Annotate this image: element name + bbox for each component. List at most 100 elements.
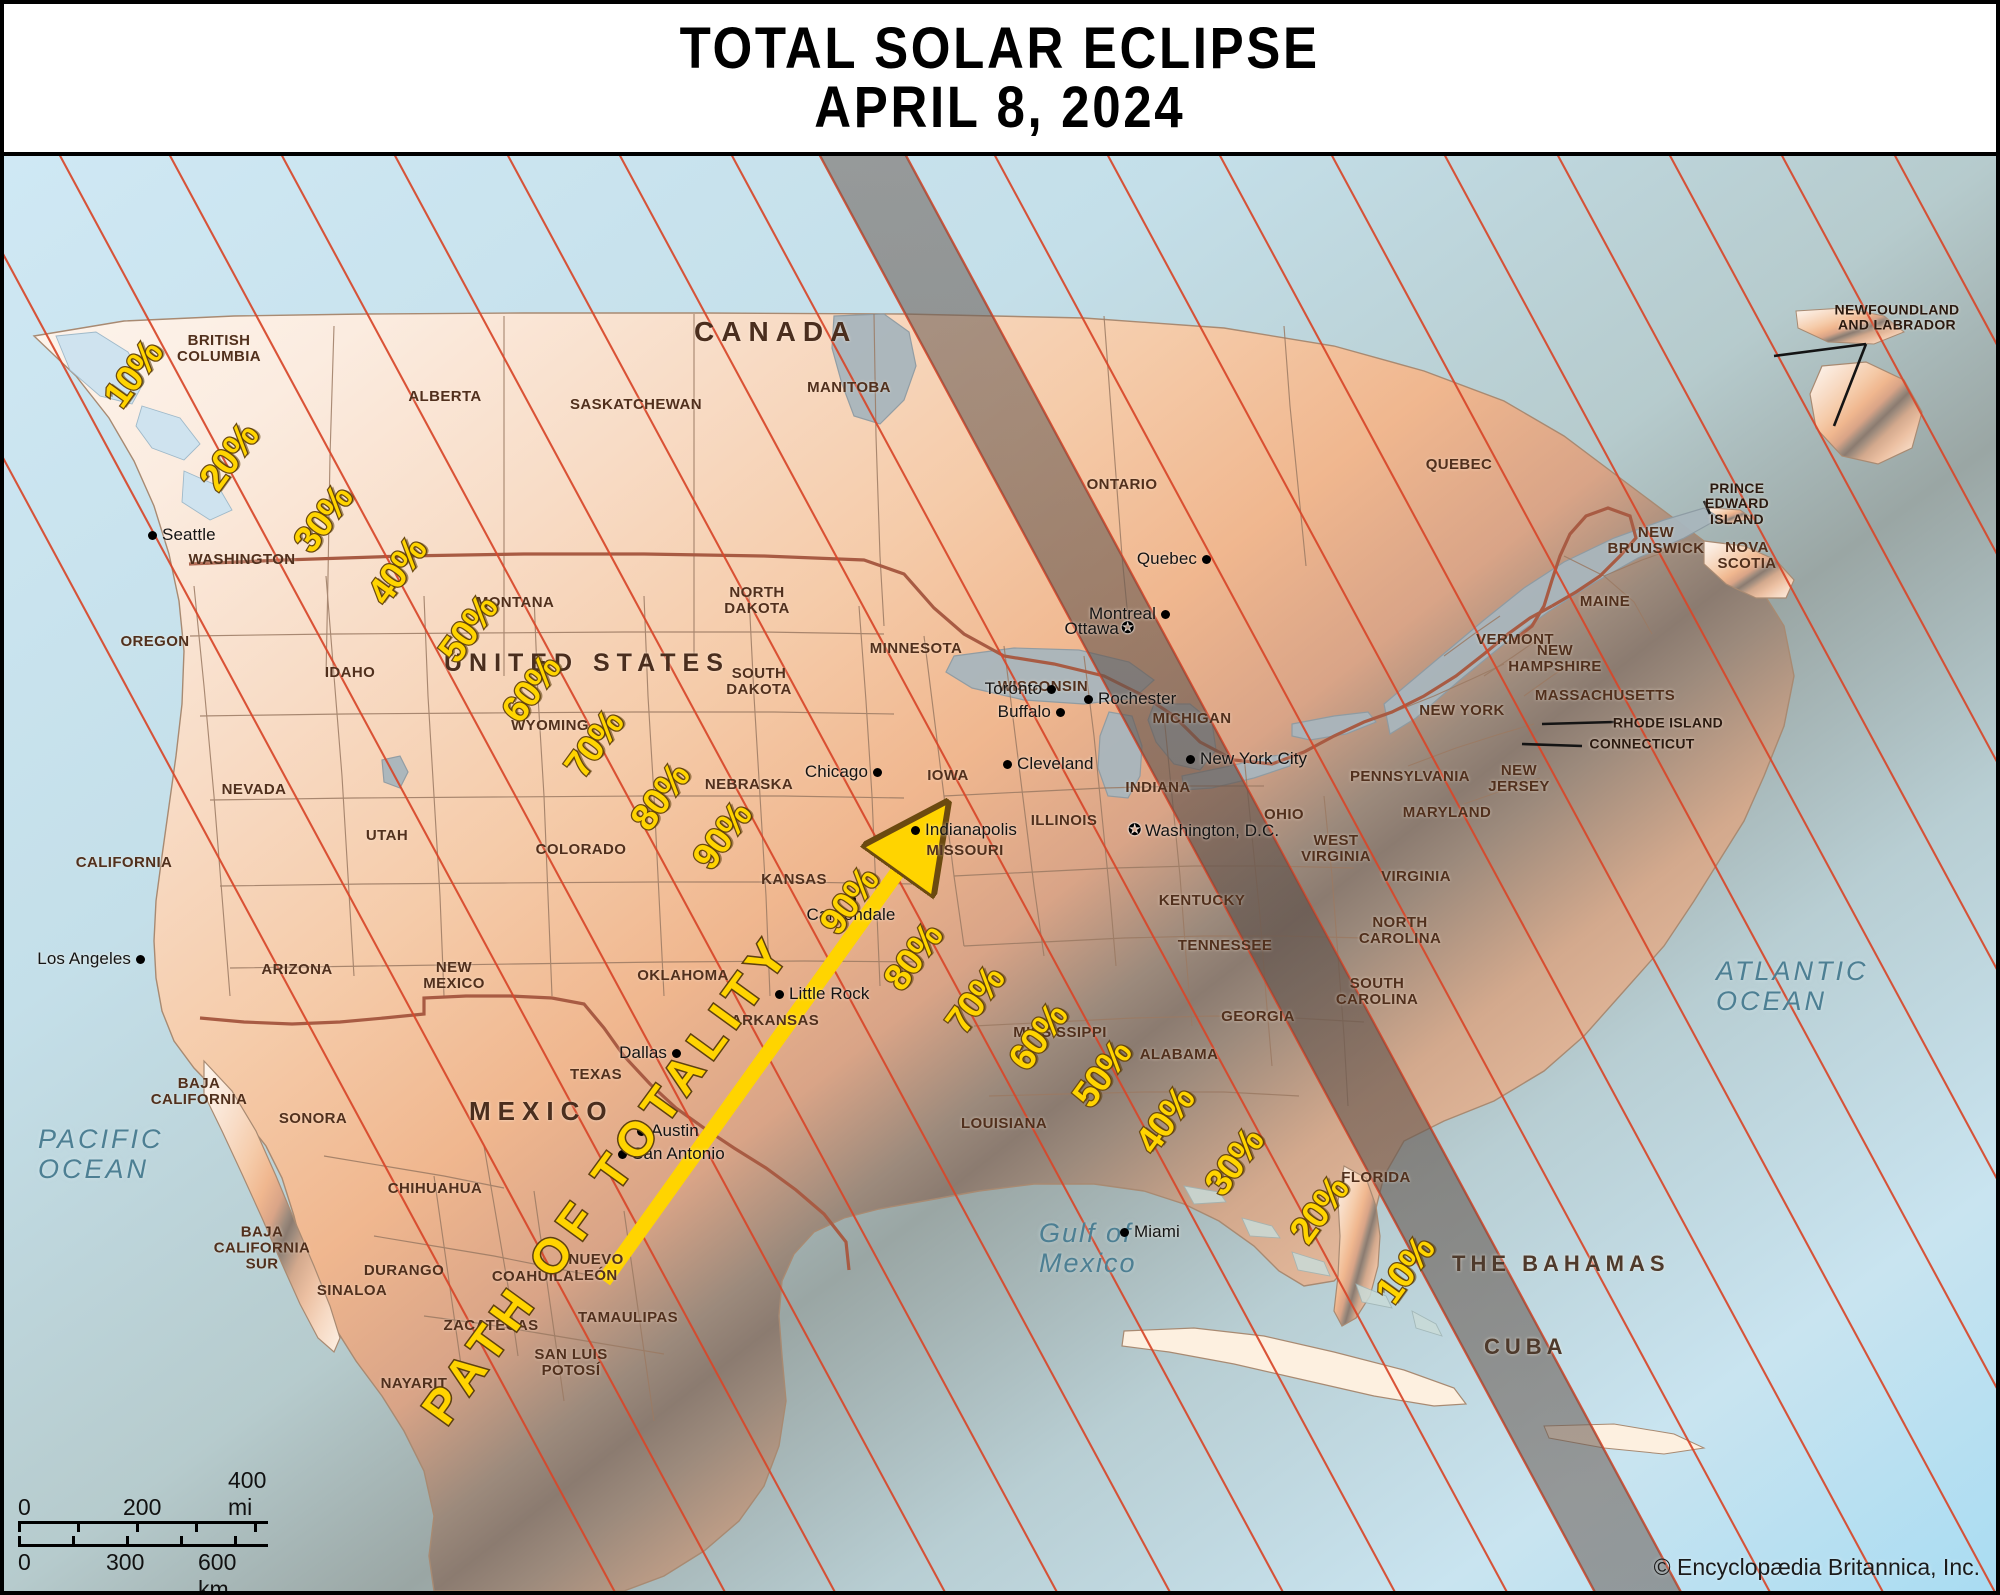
state-label-alberta: ALBERTA — [408, 387, 482, 405]
state-label-ohio: OHIO — [1264, 805, 1304, 823]
state-label-washington: WASHINGTON — [188, 550, 296, 568]
state-label-vermont: VERMONT — [1476, 630, 1554, 648]
state-label-wisconsin: WISCONSIN — [997, 677, 1089, 695]
copyright-credit: © Encyclopædia Britannica, Inc. — [1653, 1554, 1980, 1580]
state-label-tamaulipas: TAMAULIPAS — [577, 1308, 679, 1326]
city-label-austin: Austin — [651, 1121, 699, 1140]
state-label-montana: MONTANA — [475, 593, 555, 611]
state-label-colorado: COLORADO — [535, 840, 627, 858]
state-label-north-dakota: NORTH DAKOTA — [724, 583, 790, 617]
scale-miles-rail — [18, 1521, 268, 1534]
state-label-oregon: OREGON — [120, 632, 190, 650]
city-label-quebec: Quebec — [1136, 549, 1197, 568]
state-label-rhode-island: RHODE ISLAND — [1612, 714, 1724, 731]
state-label-prince-edward-island: PRINCE EDWARD ISLAND — [1704, 479, 1770, 527]
state-label-utah: UTAH — [365, 826, 409, 844]
scale-mi-200: 200 — [123, 1494, 162, 1520]
water-label-gulf-of-mexico: Gulf of Mexico — [1039, 1218, 1137, 1279]
state-label-manitoba: MANITOBA — [807, 378, 891, 396]
state-label-nebraska: NEBRASKA — [704, 775, 794, 793]
city-label-chicago: Chicago — [804, 762, 868, 781]
scale-miles-numbers: 0 200 400 mi — [18, 1467, 268, 1521]
state-label-florida: FLORIDA — [1341, 1168, 1411, 1186]
state-label-british-columbia: BRITISH COLUMBIA — [176, 331, 262, 365]
city-label-buffalo: Buffalo — [997, 702, 1051, 721]
state-label-arizona: ARIZONA — [261, 960, 333, 978]
state-label-louisiana: LOUISIANA — [960, 1114, 1048, 1132]
map-title-bar: TOTAL SOLAR ECLIPSE APRIL 8, 2024 — [4, 4, 1996, 156]
state-label-connecticut: CONNECTICUT — [1589, 735, 1695, 752]
city-label-little-rock: Little Rock — [789, 984, 870, 1003]
water-label-atlantic-ocean: ATLANTIC OCEAN — [1716, 956, 1869, 1017]
state-label-coahuila: COAHUILA — [491, 1267, 575, 1285]
city-label-san-antonio: San Antonio — [632, 1144, 725, 1163]
country-label-canada: CANADA — [694, 316, 858, 347]
state-label-nuevo-le-n: NUEVO LEÓN — [568, 1250, 624, 1284]
city-label-new-york-city: New York City — [1200, 749, 1308, 768]
city-label-dallas: Dallas — [619, 1043, 667, 1062]
state-label-south-carolina: SOUTH CAROLINA — [1335, 974, 1419, 1008]
scale-km-600: 600 km — [198, 1549, 237, 1591]
city-label-cleveland: Cleveland — [1017, 754, 1094, 773]
city-label-los-angeles: Los Angeles — [37, 949, 131, 968]
country-label-the-bahamas: THE BAHAMAS — [1452, 1251, 1670, 1276]
country-label-cuba: CUBA — [1484, 1334, 1568, 1359]
path-of-totality-band — [820, 156, 1681, 1591]
country-label-united-states: UNITED STATES — [444, 649, 730, 677]
state-label-north-carolina: NORTH CAROLINA — [1358, 913, 1442, 947]
state-label-baja-california-sur: BAJA CALIFORNIA SUR — [213, 1223, 311, 1274]
state-label-san-luis-potos: SAN LUIS POTOSÍ — [534, 1345, 608, 1379]
map-graphics — [4, 156, 1996, 1591]
map-canvas[interactable]: CANADA UNITED STATES MEXICO THE BAHAMAS … — [4, 156, 1996, 1591]
scale-mi-400: 400 mi — [228, 1467, 267, 1520]
state-label-kentucky: KENTUCKY — [1158, 891, 1246, 909]
totality-direction-arrow — [597, 856, 909, 1286]
scale-mi-0: 0 — [18, 1494, 31, 1520]
state-label-new-brunswick: NEW BRUNSWICK — [1607, 523, 1705, 557]
scale-km-300: 300 — [106, 1549, 145, 1575]
state-label-illinois: ILLINOIS — [1030, 811, 1098, 829]
water-label-pacific-ocean: PACIFIC OCEAN — [38, 1124, 164, 1185]
state-label-alabama: ALABAMA — [1139, 1045, 1219, 1063]
state-label-arkansas: ARKANSAS — [730, 1011, 820, 1029]
state-label-nevada: NEVADA — [221, 780, 287, 798]
state-label-south-dakota: SOUTH DAKOTA — [726, 664, 792, 698]
city-label-rochester: Rochester — [1098, 689, 1177, 708]
map-label-layer: CANADA UNITED STATES MEXICO THE BAHAMAS … — [4, 156, 1996, 1591]
city-label-ottawa: Ottawa — [1064, 619, 1119, 638]
city-label-carbondale: Carbondale — [806, 905, 896, 924]
page-title-line1: TOTAL SOLAR ECLIPSE — [679, 15, 1321, 81]
state-label-zacatecas: ZACATECAS — [443, 1316, 539, 1334]
state-label-tennessee: TENNESSEE — [1177, 936, 1273, 954]
state-label-pennsylvania: PENNSYLVANIA — [1349, 767, 1471, 785]
state-label-ontario: ONTARIO — [1086, 475, 1158, 493]
state-label-newfoundland-and-labrador: NEWFOUNDLAND AND LABRADOR — [1834, 301, 1960, 333]
state-label-kansas: KANSAS — [761, 870, 827, 888]
city-label-seattle: Seattle — [162, 525, 216, 544]
state-label-massachusetts: MASSACHUSETTS — [1534, 686, 1676, 704]
page-title-line2: APRIL 8, 2024 — [814, 75, 1186, 140]
city-label-miami: Miami — [1134, 1222, 1180, 1241]
state-label-new-york: NEW YORK — [1419, 701, 1505, 719]
country-label-mexico: MEXICO — [469, 1096, 614, 1126]
state-label-missouri: MISSOURI — [926, 841, 1004, 859]
city-label-toronto: Toronto — [984, 679, 1042, 698]
state-label-new-hampshire: NEW HAMPSHIRE — [1508, 641, 1602, 675]
state-label-virginia: VIRGINIA — [1381, 867, 1451, 885]
state-label-new-mexico: NEW MEXICO — [423, 958, 485, 992]
state-label-saskatchewan: SASKATCHEWAN — [569, 395, 703, 413]
state-label-west-virginia: WEST VIRGINIA — [1301, 831, 1371, 865]
map-scale-bar: 0 200 400 mi 0 300 — [18, 1467, 268, 1591]
city-label-montreal: Montreal — [1089, 604, 1156, 623]
state-label-quebec: QUEBEC — [1425, 455, 1493, 473]
state-label-maryland: MARYLAND — [1402, 803, 1492, 821]
scale-km-rail — [18, 1534, 268, 1547]
state-label-sinaloa: SINALOA — [316, 1281, 388, 1299]
state-label-georgia: GEORGIA — [1221, 1007, 1295, 1025]
state-label-new-jersey: NEW JERSEY — [1488, 761, 1550, 795]
state-label-mississippi: MISSISSIPPI — [1013, 1023, 1107, 1041]
state-label-sonora: SONORA — [278, 1109, 348, 1127]
state-label-michigan: MICHIGAN — [1152, 709, 1232, 727]
state-label-durango: DURANGO — [363, 1261, 445, 1279]
